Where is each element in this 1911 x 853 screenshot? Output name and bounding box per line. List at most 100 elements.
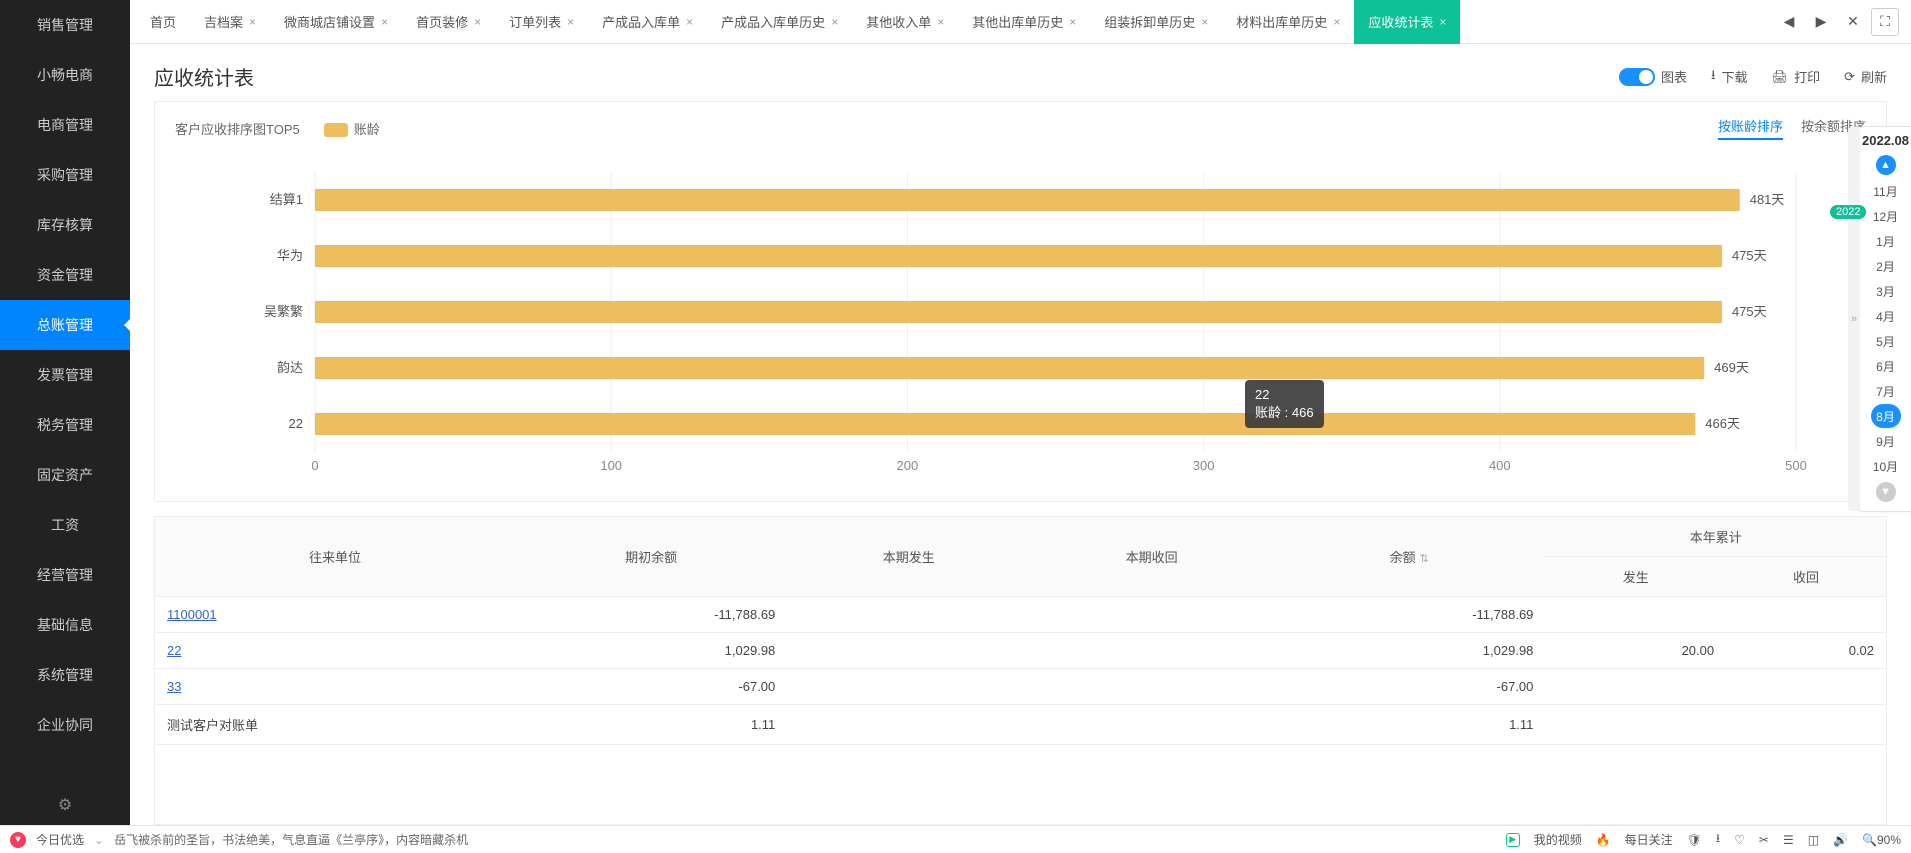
sidebar-item[interactable]: 企业协同 (0, 700, 130, 750)
tab[interactable]: 微商城店铺设置× (270, 0, 402, 44)
sidebar-item[interactable]: 销售管理 (0, 0, 130, 50)
close-icon[interactable]: × (567, 15, 574, 29)
date-up-button[interactable]: ▲ (1876, 155, 1896, 175)
expand-icon[interactable]: ⌄ (94, 833, 104, 847)
sidebar-item[interactable]: 采购管理 (0, 150, 130, 200)
tab[interactable]: 材料出库单历史× (1222, 0, 1354, 44)
refresh-button[interactable]: ⟳ 刷新 (1844, 67, 1887, 86)
tab[interactable]: 其他出库单历史× (958, 0, 1090, 44)
zoom-label[interactable]: 🔍90% (1862, 833, 1901, 847)
bar[interactable] (315, 245, 1722, 267)
cell-balance: -67.00 (1273, 669, 1545, 705)
month-item[interactable]: 12月 (1871, 204, 1901, 228)
month-item[interactable]: 1月 (1871, 229, 1901, 253)
cell-period-recover (1030, 633, 1273, 669)
tabs-close-button[interactable]: ✕ (1839, 8, 1867, 36)
sort-icon[interactable]: ⇅ (1420, 553, 1429, 565)
cell-year-occur (1545, 597, 1726, 633)
sidebar-item[interactable]: 税务管理 (0, 400, 130, 450)
unit-link[interactable]: 1100001 (167, 607, 217, 622)
month-item[interactable]: 8月 (1871, 404, 1901, 428)
unit-link[interactable]: 22 (167, 643, 181, 658)
sidebar-item[interactable]: 总账管理 (0, 300, 130, 350)
col-balance[interactable]: 余额⇅ (1273, 517, 1545, 597)
month-item[interactable]: 2月 (1871, 254, 1901, 278)
tab[interactable]: 吉档案× (190, 0, 270, 44)
col-period-occur[interactable]: 本期发生 (787, 517, 1030, 597)
close-icon[interactable]: × (474, 15, 481, 29)
cell-period-occur (787, 597, 1030, 633)
close-icon[interactable]: × (1333, 15, 1340, 29)
tab[interactable]: 其他收入单× (852, 0, 958, 44)
month-item[interactable]: 6月 (1871, 354, 1901, 378)
heart-icon[interactable]: ♥ (10, 832, 26, 848)
bar[interactable] (315, 357, 1704, 379)
sidebar-item[interactable]: 基础信息 (0, 600, 130, 650)
tabs-next-button[interactable]: ▶ (1807, 8, 1835, 36)
sidebar-item[interactable]: 经营管理 (0, 550, 130, 600)
col-year-recover[interactable]: 收回 (1726, 557, 1886, 597)
gear-icon[interactable]: ⚙ (0, 785, 130, 825)
my-video[interactable]: 我的视频 (1534, 831, 1582, 848)
tab[interactable]: 首页装修× (402, 0, 495, 44)
today-pick[interactable]: 今日优选 (36, 831, 84, 848)
sidebar-item[interactable]: 系统管理 (0, 650, 130, 700)
sidebar-item[interactable]: 固定资产 (0, 450, 130, 500)
sidebar-item[interactable]: 电商管理 (0, 100, 130, 150)
sort-option[interactable]: 按账龄排序 (1718, 116, 1783, 140)
date-down-button[interactable]: ▼ (1876, 482, 1896, 502)
tab[interactable]: 首页 (136, 0, 190, 44)
close-icon[interactable]: × (831, 15, 838, 29)
sidebar-item[interactable]: 发票管理 (0, 350, 130, 400)
month-item[interactable]: 7月 (1871, 379, 1901, 403)
panel-icon[interactable]: ◫ (1808, 833, 1819, 847)
close-icon[interactable]: × (1069, 15, 1076, 29)
close-icon[interactable]: × (937, 15, 944, 29)
close-icon[interactable]: × (686, 15, 693, 29)
toggle-switch[interactable] (1619, 68, 1655, 86)
month-item[interactable]: 10月 (1871, 454, 1901, 478)
cut-icon[interactable]: ✂ (1759, 833, 1769, 847)
tab[interactable]: 应收统计表× (1354, 0, 1460, 44)
sidebar-item[interactable]: 资金管理 (0, 250, 130, 300)
sidebar-icon[interactable]: ☰ (1783, 833, 1794, 847)
bar[interactable] (315, 413, 1695, 435)
like-icon[interactable]: ♡ (1734, 833, 1745, 847)
tab[interactable]: 组装拆卸单历史× (1090, 0, 1222, 44)
col-period-recover[interactable]: 本期收回 (1030, 517, 1273, 597)
tab[interactable]: 产成品入库单× (588, 0, 707, 44)
month-item[interactable]: 3月 (1871, 279, 1901, 303)
chart-toggle[interactable]: 图表 (1619, 67, 1687, 86)
close-icon[interactable]: × (1439, 15, 1446, 29)
bar[interactable] (315, 301, 1722, 323)
month-item[interactable]: 9月 (1871, 429, 1901, 453)
shield-icon[interactable]: 🛡 (1687, 833, 1702, 847)
print-button[interactable]: 🖨 打印 (1772, 67, 1821, 86)
col-year-occur[interactable]: 发生 (1545, 557, 1726, 597)
close-icon[interactable]: × (249, 15, 256, 29)
tab[interactable]: 产成品入库单历史× (707, 0, 852, 44)
bar[interactable] (315, 189, 1740, 211)
col-opening[interactable]: 期初余额 (515, 517, 787, 597)
month-item[interactable]: 5月 (1871, 329, 1901, 353)
month-item[interactable]: 11月 (1871, 179, 1901, 203)
unit-link[interactable]: 33 (167, 679, 181, 694)
refresh-icon: ⟳ (1844, 69, 1855, 85)
tab[interactable]: 订单列表× (495, 0, 588, 44)
sidebar-item[interactable]: 工资 (0, 500, 130, 550)
tabs-prev-button[interactable]: ◀ (1775, 8, 1803, 36)
sidebar-item[interactable]: 库存核算 (0, 200, 130, 250)
play-icon[interactable]: ▶ (1506, 833, 1520, 847)
col-unit[interactable]: 往来单位 (155, 517, 515, 597)
volume-icon[interactable]: 🔊 (1833, 833, 1848, 847)
cell-period-occur (787, 633, 1030, 669)
sidebar-item[interactable]: 小畅电商 (0, 50, 130, 100)
close-icon[interactable]: × (1201, 15, 1208, 29)
news-ticker[interactable]: 岳飞被杀前的圣旨，书法绝美，气息直逼《兰亭序》，内容暗藏杀机 (114, 831, 468, 848)
fullscreen-button[interactable]: ⛶ (1871, 8, 1899, 36)
close-icon[interactable]: × (381, 15, 388, 29)
date-collapse-handle[interactable]: » (1848, 127, 1860, 511)
daily-focus[interactable]: 每日关注 (1625, 831, 1673, 848)
month-item[interactable]: 4月 (1871, 304, 1901, 328)
download-button[interactable]: ⭳ 下载 (1711, 66, 1748, 88)
